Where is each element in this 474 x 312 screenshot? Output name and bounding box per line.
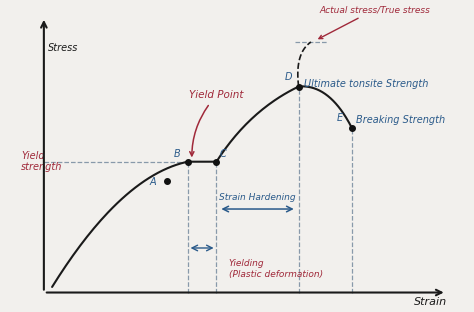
- Text: Strain: Strain: [414, 297, 447, 307]
- Text: Stress: Stress: [48, 42, 78, 53]
- Text: C: C: [219, 149, 226, 159]
- Text: Yielding
(Plastic deformation): Yielding (Plastic deformation): [229, 259, 323, 279]
- Text: Actual stress/True stress: Actual stress/True stress: [319, 5, 430, 39]
- Text: B: B: [174, 149, 181, 159]
- Text: Breaking Strength: Breaking Strength: [356, 115, 445, 125]
- Text: A: A: [149, 177, 156, 188]
- Text: D: D: [284, 71, 292, 81]
- Text: Strain Hardening: Strain Hardening: [219, 193, 296, 202]
- Text: Ultimate tonsite Strength: Ultimate tonsite Strength: [303, 79, 428, 89]
- Text: Yield Point: Yield Point: [189, 90, 244, 156]
- Text: E: E: [337, 113, 343, 123]
- Text: Yield
strength: Yield strength: [21, 151, 63, 173]
